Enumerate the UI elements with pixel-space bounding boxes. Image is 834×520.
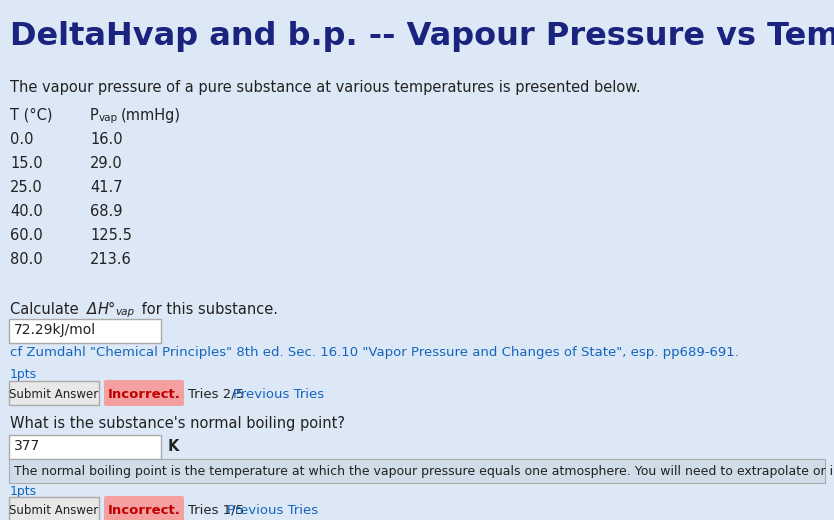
Text: 15.0: 15.0 (10, 156, 43, 171)
FancyBboxPatch shape (9, 459, 825, 483)
Text: 80.0: 80.0 (10, 252, 43, 267)
Text: 1pts: 1pts (10, 485, 38, 498)
FancyBboxPatch shape (9, 381, 99, 405)
Text: P: P (90, 108, 98, 123)
Text: Incorrect.: Incorrect. (108, 387, 180, 400)
Text: vap: vap (115, 307, 134, 317)
Text: Previous Tries: Previous Tries (227, 503, 318, 516)
Text: 60.0: 60.0 (10, 228, 43, 243)
Text: The vapour pressure of a pure substance at various temperatures is presented bel: The vapour pressure of a pure substance … (10, 80, 641, 95)
Text: Tries 2/5: Tries 2/5 (188, 387, 244, 400)
Text: 72.29kJ/mol: 72.29kJ/mol (14, 323, 96, 337)
Text: 68.9: 68.9 (90, 204, 123, 219)
Text: Incorrect.: Incorrect. (108, 503, 180, 516)
Text: T (°C): T (°C) (10, 108, 53, 123)
Text: Calculate: Calculate (10, 302, 88, 317)
Text: 41.7: 41.7 (90, 180, 123, 195)
Text: 29.0: 29.0 (90, 156, 123, 171)
Text: for this substance.: for this substance. (137, 302, 278, 317)
FancyBboxPatch shape (104, 496, 184, 520)
Text: 377: 377 (14, 439, 40, 453)
FancyBboxPatch shape (9, 319, 161, 343)
Text: (mmHg): (mmHg) (121, 108, 181, 123)
Text: H°: H° (98, 302, 117, 317)
Text: 16.0: 16.0 (90, 132, 123, 147)
Text: Submit Answer: Submit Answer (9, 387, 98, 400)
Text: Previous Tries: Previous Tries (233, 387, 324, 400)
Text: cf Zumdahl "Chemical Principles" 8th ed. Sec. 16.10 "Vapor Pressure and Changes : cf Zumdahl "Chemical Principles" 8th ed.… (10, 346, 739, 359)
Text: Δ: Δ (87, 302, 98, 317)
FancyBboxPatch shape (9, 435, 161, 459)
Text: Tries 1/5: Tries 1/5 (188, 503, 244, 516)
Text: DeltaHvap and b.p. -- Vapour Pressure vs Temperature Data: DeltaHvap and b.p. -- Vapour Pressure vs… (10, 20, 834, 51)
Text: What is the substance's normal boiling point?: What is the substance's normal boiling p… (10, 416, 345, 431)
Text: 0.0: 0.0 (10, 132, 33, 147)
Text: K: K (168, 439, 179, 454)
FancyBboxPatch shape (104, 380, 184, 406)
Text: 1pts: 1pts (10, 368, 38, 381)
Text: vap: vap (99, 113, 118, 123)
Text: 213.6: 213.6 (90, 252, 132, 267)
Text: 125.5: 125.5 (90, 228, 132, 243)
Text: 40.0: 40.0 (10, 204, 43, 219)
Text: The normal boiling point is the temperature at which the vapour pressure equals : The normal boiling point is the temperat… (14, 465, 834, 478)
FancyBboxPatch shape (9, 497, 99, 520)
Text: 25.0: 25.0 (10, 180, 43, 195)
Text: Submit Answer: Submit Answer (9, 503, 98, 516)
